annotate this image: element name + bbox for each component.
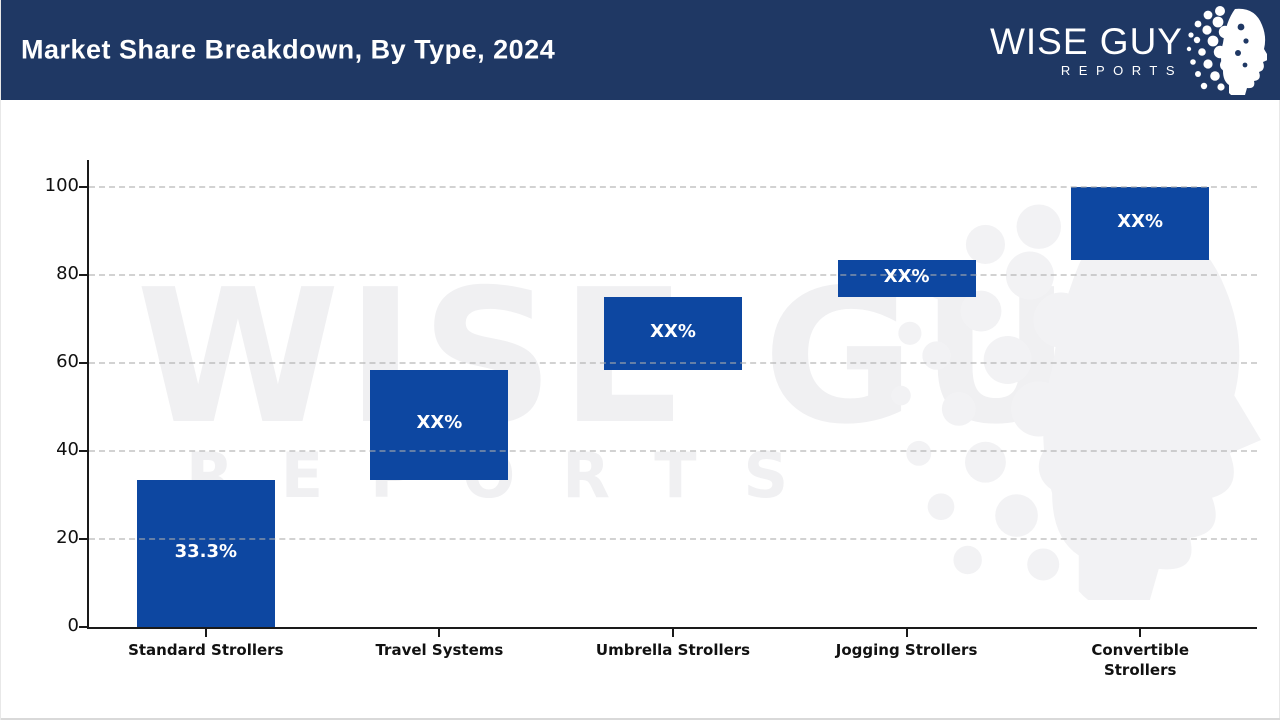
x-tick (905, 629, 908, 637)
y-tick-label: 80 (56, 263, 79, 284)
header-bar: Market Share Breakdown, By Type, 2024 WI… (1, 0, 1280, 100)
bar-value-label: XX% (416, 412, 463, 434)
bar-value-label: XX% (650, 320, 696, 342)
waterfall-bar-segment (604, 297, 742, 371)
gridline-20 (89, 538, 1257, 540)
gridline-60 (89, 362, 1257, 364)
x-tick (1139, 629, 1142, 637)
page-title: Market Share Breakdown, By Type, 2024 (21, 34, 556, 65)
x-category-label: Convertible Strollers (1091, 641, 1190, 680)
x-axis-line (87, 627, 1257, 629)
y-tick-20 (79, 538, 87, 540)
bottom-border (1, 718, 1280, 720)
x-tick (672, 629, 674, 637)
x-tick (438, 629, 441, 637)
x-category-label: Travel Systems (375, 641, 504, 659)
bar-value-label: XX% (1117, 210, 1164, 232)
y-tick-label: 0 (67, 615, 79, 636)
brand-name: WISE GUY (989, 20, 1183, 62)
waterfall-bar-segment (837, 260, 976, 297)
y-tick-80 (79, 274, 87, 276)
y-tick-label: 100 (44, 175, 79, 196)
waterfall-bar-segment (136, 480, 275, 627)
brand-logo-text: WISE GUY REPORTS (990, 23, 1183, 78)
bar-value-label: XX% (883, 265, 930, 287)
waterfall-bar-segment (370, 370, 509, 481)
x-category-label: Jogging Strollers (835, 641, 978, 659)
y-axis-line (87, 160, 89, 629)
brand-logo: WISE GUY REPORTS (990, 6, 1267, 95)
x-category-label: Standard Strollers (128, 641, 284, 659)
y-tick-label: 60 (56, 351, 79, 372)
x-category-label: Umbrella Strollers (595, 641, 751, 659)
y-tick-label: 20 (56, 527, 79, 548)
y-tick-60 (79, 362, 87, 364)
gridline-40 (89, 450, 1257, 452)
watermark-head-icon (891, 204, 1261, 600)
y-tick-100 (79, 186, 87, 188)
watermark-subtext: REPORTS (186, 439, 836, 512)
brand-subtitle: REPORTS (1060, 62, 1183, 78)
gridline-80 (89, 274, 1257, 276)
waterfall-bar-segment (1071, 187, 1210, 261)
brand-head-icon (1186, 6, 1267, 95)
y-tick-40 (79, 450, 87, 452)
y-tick-label: 40 (56, 439, 79, 460)
x-tick (204, 629, 207, 637)
gridline-100 (89, 186, 1257, 188)
y-tick-0 (79, 626, 87, 628)
bar-value-label: 33.3% (174, 540, 238, 562)
